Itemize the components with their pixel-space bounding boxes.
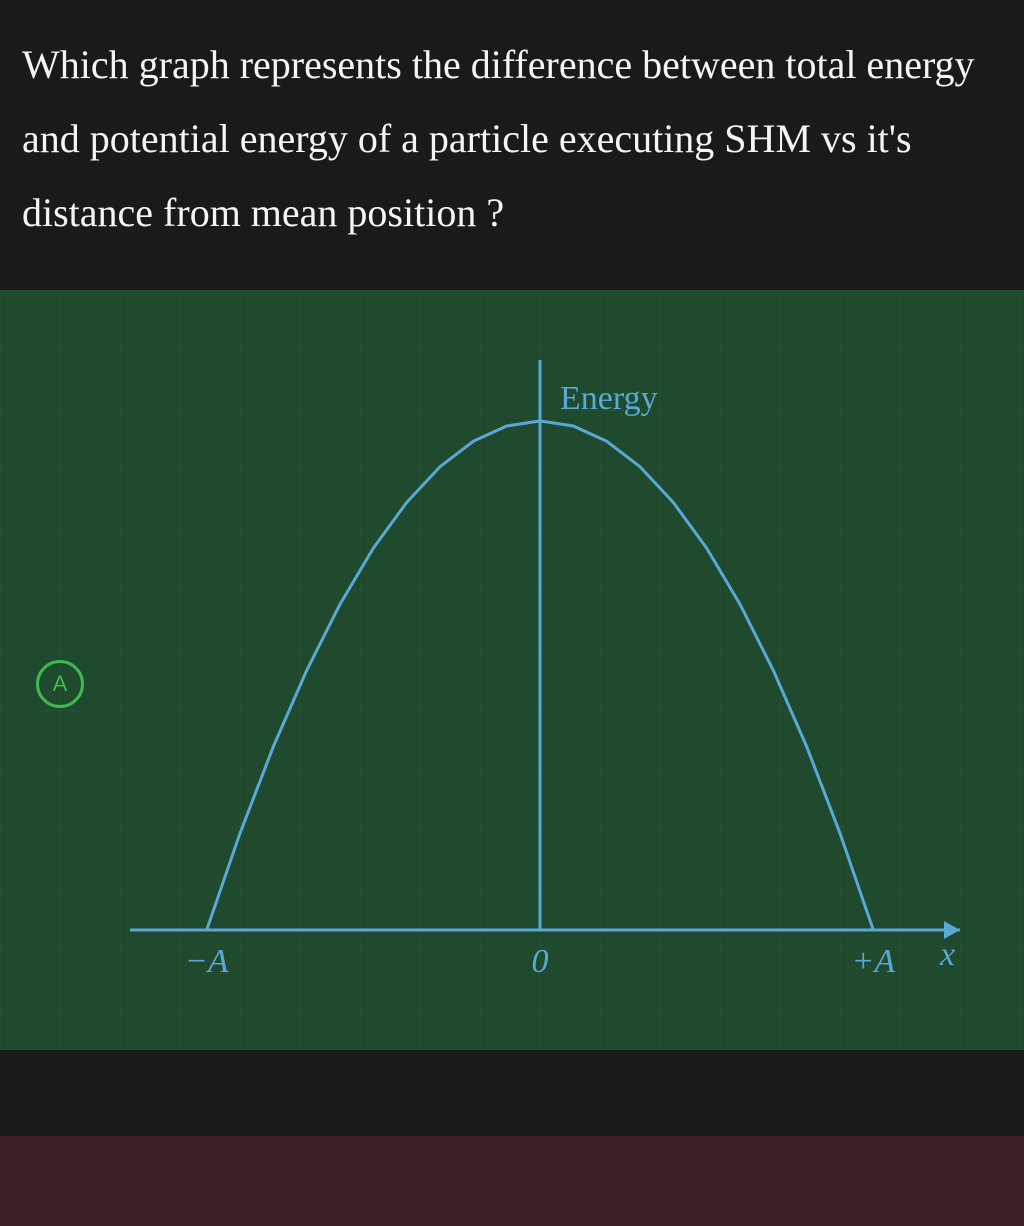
x-tick-label: −A	[185, 943, 229, 980]
x-tick-label: 0	[532, 943, 549, 980]
energy-chart: −A 0 +A Energy x	[120, 330, 1000, 1010]
answer-option-panel[interactable]: A −A 0 +A Energy x	[0, 290, 1024, 1050]
question-text: Which graph represents the difference be…	[22, 28, 1002, 250]
y-axis-label: Energy	[560, 380, 658, 418]
option-a-badge[interactable]: A	[36, 660, 84, 708]
option-letter: A	[53, 671, 68, 697]
bottom-band	[0, 1136, 1024, 1226]
chart-svg: −A 0 +A	[120, 330, 1000, 1010]
x-axis-label: x	[940, 936, 955, 974]
question-area: Which graph represents the difference be…	[0, 0, 1024, 290]
x-tick-label: +A	[851, 943, 895, 980]
